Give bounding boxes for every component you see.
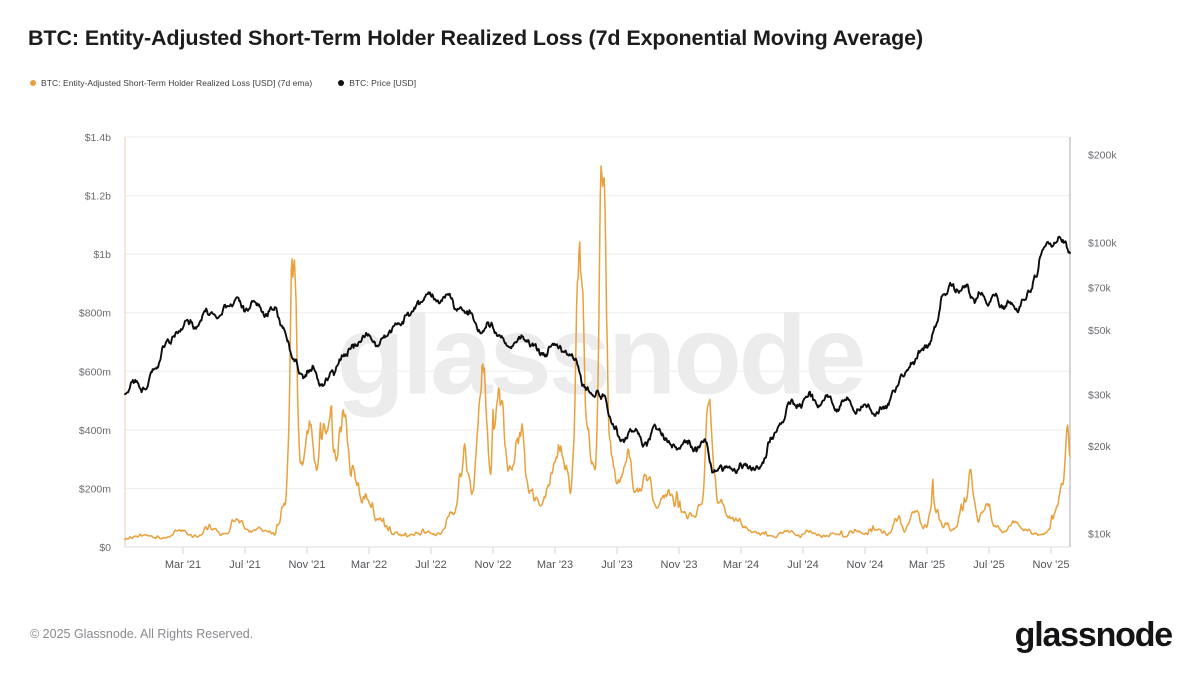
chart-legend: BTC: Entity-Adjusted Short-Term Holder R… [30, 78, 416, 88]
svg-text:$30k: $30k [1088, 390, 1112, 402]
chart-plot-area[interactable]: $0 $200m $400m $600m $800m $1b $1.2b $1.4b $10k $… [0, 0, 1200, 600]
svg-text:$200k: $200k [1088, 150, 1117, 162]
svg-text:$1b: $1b [93, 249, 111, 261]
legend-item-label: BTC: Price [USD] [349, 78, 417, 88]
legend-item-price[interactable]: BTC: Price [USD] [338, 78, 416, 88]
legend-item-realized-loss[interactable]: BTC: Entity-Adjusted Short-Term Holder R… [30, 78, 312, 88]
svg-text:Mar '22: Mar '22 [351, 559, 387, 571]
svg-text:Mar '24: Mar '24 [723, 559, 759, 571]
copyright-text: © 2025 Glassnode. All Rights Reserved. [30, 627, 254, 641]
legend-item-label: BTC: Entity-Adjusted Short-Term Holder R… [41, 78, 313, 88]
svg-text:Mar '23: Mar '23 [537, 559, 573, 571]
svg-text:$600m: $600m [79, 366, 111, 378]
svg-text:Jul '21: Jul '21 [229, 559, 260, 571]
page-title: BTC: Entity-Adjusted Short-Term Holder R… [28, 26, 924, 50]
svg-text:$10k: $10k [1088, 529, 1112, 541]
glassnode-logo: glassnode [1014, 616, 1174, 654]
svg-text:$200m: $200m [79, 483, 111, 495]
svg-text:$70k: $70k [1088, 282, 1112, 294]
svg-text:$800m: $800m [79, 308, 111, 320]
svg-text:$1.4b: $1.4b [85, 132, 111, 144]
svg-text:Jul '23: Jul '23 [601, 559, 632, 571]
svg-text:$20k: $20k [1088, 441, 1112, 453]
svg-text:Nov '24: Nov '24 [847, 559, 884, 571]
svg-text:Nov '25: Nov '25 [1033, 559, 1070, 571]
svg-text:Mar '21: Mar '21 [165, 559, 201, 571]
svg-text:$1.2b: $1.2b [85, 191, 111, 203]
svg-text:Jul '22: Jul '22 [415, 559, 446, 571]
svg-text:Nov '23: Nov '23 [661, 559, 698, 571]
series-dot-icon [338, 80, 345, 86]
svg-text:Jul '24: Jul '24 [787, 559, 818, 571]
svg-text:$50k: $50k [1088, 325, 1112, 337]
svg-text:Nov '21: Nov '21 [289, 559, 326, 571]
svg-text:$0: $0 [99, 542, 111, 554]
svg-text:$100k: $100k [1088, 237, 1117, 249]
svg-text:Mar '25: Mar '25 [909, 559, 945, 571]
svg-text:Jul '25: Jul '25 [973, 559, 1004, 571]
series-dot-icon [30, 80, 36, 86]
svg-text:$400m: $400m [79, 425, 111, 437]
svg-text:Nov '22: Nov '22 [475, 559, 512, 571]
